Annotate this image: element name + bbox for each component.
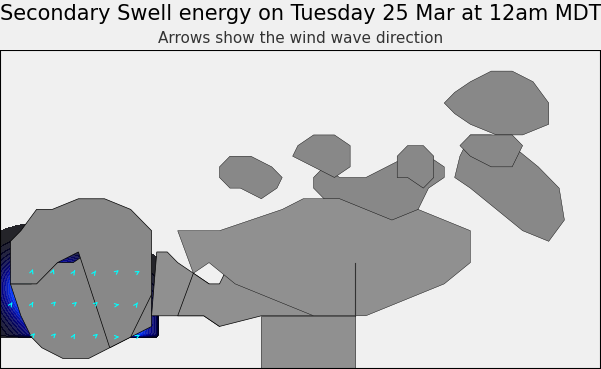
Polygon shape bbox=[455, 135, 564, 241]
Polygon shape bbox=[444, 71, 549, 135]
Polygon shape bbox=[293, 135, 350, 177]
Polygon shape bbox=[261, 316, 355, 369]
Polygon shape bbox=[151, 252, 219, 327]
Bar bbox=[0, 50, 601, 369]
Polygon shape bbox=[178, 252, 355, 327]
Polygon shape bbox=[178, 188, 471, 316]
Text: Arrows show the wind wave direction: Arrows show the wind wave direction bbox=[158, 31, 443, 46]
Polygon shape bbox=[314, 156, 444, 220]
Polygon shape bbox=[397, 146, 434, 188]
Polygon shape bbox=[10, 252, 151, 358]
Polygon shape bbox=[460, 135, 523, 167]
Polygon shape bbox=[10, 199, 151, 348]
Polygon shape bbox=[219, 156, 282, 199]
Text: Secondary Swell energy on Tuesday 25 Mar at 12am MDT: Secondary Swell energy on Tuesday 25 Mar… bbox=[0, 4, 601, 24]
